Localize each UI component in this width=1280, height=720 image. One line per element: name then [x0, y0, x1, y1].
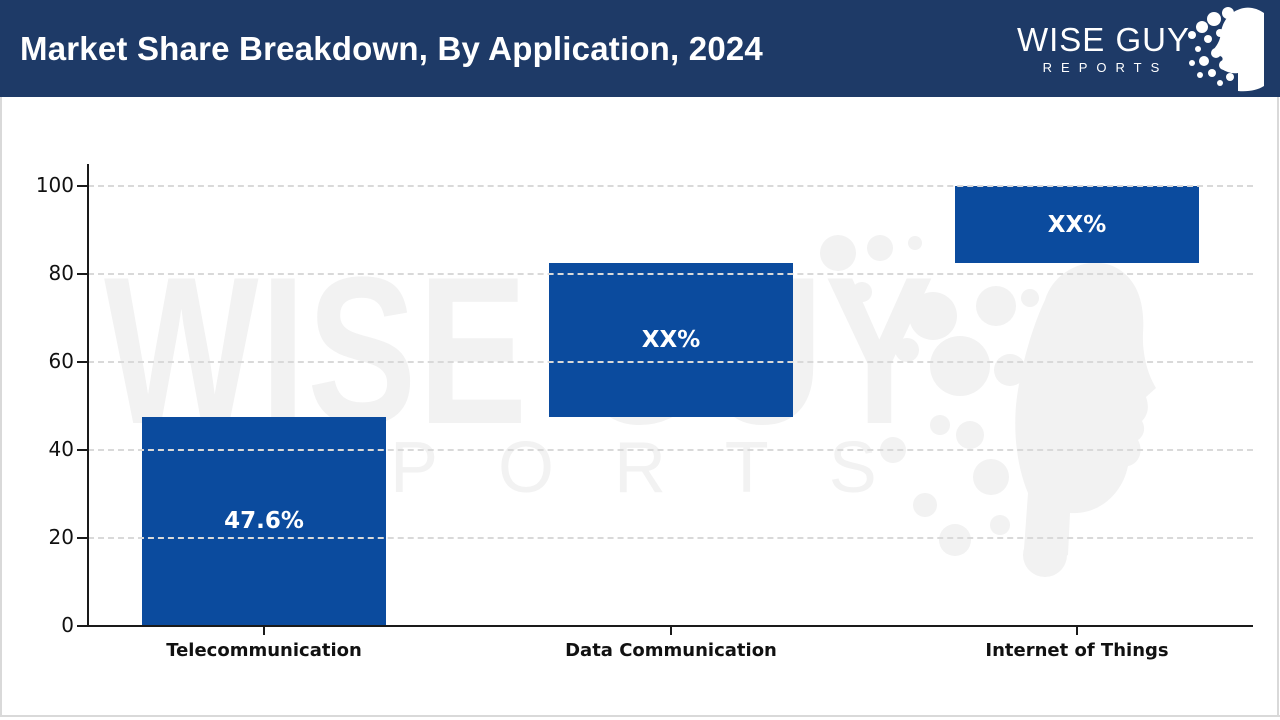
gridline [88, 185, 1253, 187]
y-axis-line [87, 164, 89, 627]
watermark-head-dots-graphic [820, 235, 1156, 577]
gridline [88, 537, 1253, 539]
y-tick [77, 361, 88, 363]
gridline [88, 273, 1253, 275]
x-tick [1076, 627, 1078, 635]
bar-value-label: XX% [1047, 211, 1107, 238]
y-tick-label: 20 [48, 525, 74, 549]
brand-logo-text: WISE GUY REPORTS [1017, 23, 1190, 75]
y-tick-label: 100 [35, 173, 74, 197]
brand-logo-head-icon [1188, 6, 1264, 91]
page-title: Market Share Breakdown, By Application, … [20, 29, 763, 67]
bar: XX% [955, 186, 1199, 263]
y-tick-label: 80 [48, 261, 74, 285]
y-tick [77, 273, 88, 275]
x-category-label: Data Communication [565, 640, 777, 661]
header-banner: Market Share Breakdown, By Application, … [0, 0, 1280, 97]
x-category-label: Telecommunication [166, 640, 362, 661]
y-tick [77, 625, 88, 627]
bar: 47.6% [142, 416, 386, 626]
x-category-label: Internet of Things [985, 640, 1169, 661]
y-tick [77, 537, 88, 539]
card-border-bottom [0, 715, 1280, 717]
gridline [88, 449, 1253, 451]
x-axis-line [87, 625, 1253, 627]
y-tick-label: 0 [61, 613, 74, 637]
brand-logo-name: WISE GUY [1016, 20, 1190, 58]
y-tick [77, 449, 88, 451]
y-tick-label: 60 [48, 349, 74, 373]
y-tick-label: 40 [48, 437, 74, 461]
y-tick [77, 185, 88, 187]
x-tick [670, 627, 672, 635]
card-border-right [1277, 0, 1279, 717]
x-tick [263, 627, 265, 635]
brand-logo: WISE GUY REPORTS [1017, 0, 1266, 97]
bar-value-label: 47.6% [224, 508, 304, 535]
bar: XX% [549, 263, 793, 417]
watermark-head-silhouette [1015, 262, 1156, 560]
card-border-left [0, 0, 2, 717]
gridline [88, 361, 1253, 363]
bar-value-label: XX% [641, 326, 701, 353]
brand-logo-subtitle: REPORTS [1042, 59, 1169, 75]
